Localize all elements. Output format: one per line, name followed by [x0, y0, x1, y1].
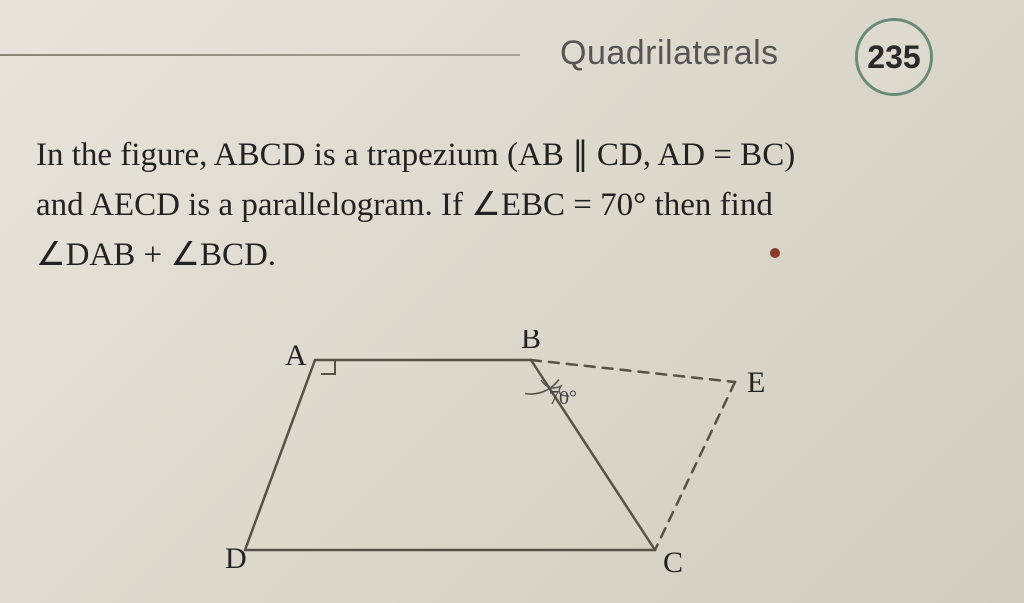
angle-label: 70°: [549, 387, 577, 409]
chapter-title: Quadrilaterals: [560, 34, 779, 73]
problem-line-3: ∠DAB + ∠BCD.: [36, 230, 974, 280]
problem-line-1: In the figure, ABCD is a trapezium (AB ∥…: [36, 130, 974, 180]
edge-BE: [531, 360, 735, 382]
ink-dot: [770, 248, 780, 258]
vertex-label-D: D: [225, 542, 247, 575]
page-header: Quadrilaterals 235: [0, 20, 1024, 90]
diagram-svg: 70° A B E D C: [225, 330, 785, 590]
vertex-label-E: E: [747, 366, 765, 399]
trapezium-diagram: 70° A B E D C: [225, 330, 785, 590]
edge-AD: [245, 360, 315, 550]
corner-notch: [321, 360, 335, 374]
vertex-label-B: B: [521, 330, 541, 355]
vertex-label-C: C: [663, 546, 683, 579]
problem-statement: In the figure, ABCD is a trapezium (AB ∥…: [36, 130, 974, 280]
vertex-label-A: A: [285, 339, 307, 372]
page-number-badge: 235: [855, 18, 933, 96]
header-rule: [0, 54, 520, 56]
problem-line-2: and AECD is a parallelogram. If ∠EBC = 7…: [36, 180, 974, 230]
edge-EC: [655, 382, 735, 550]
